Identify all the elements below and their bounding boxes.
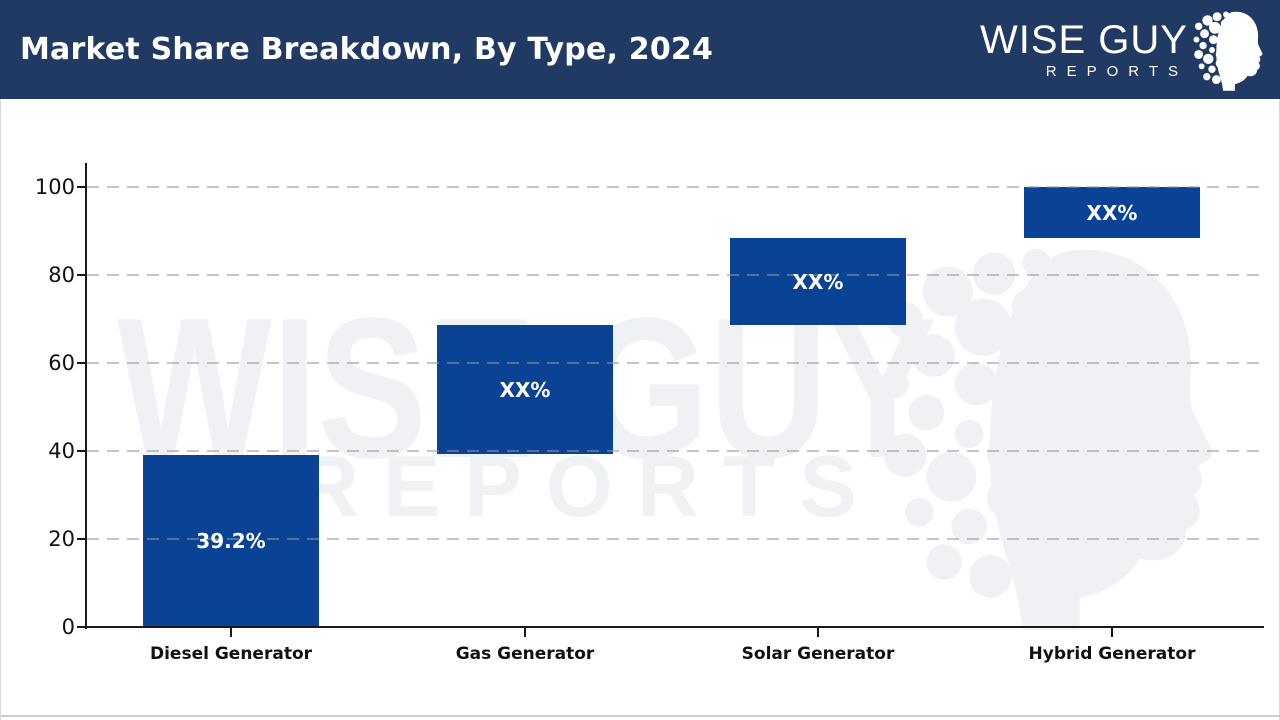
x-category-label-gas-generator: Gas Generator (455, 644, 595, 664)
wiseguy-logo-text: WISE GUY REPORTS (980, 20, 1188, 79)
x-axis-line (85, 626, 1264, 628)
page-title: Market Share Breakdown, By Type, 2024 (20, 32, 714, 67)
y-tick-80 (77, 274, 85, 276)
wiseguy-logo-line1: WISE GUY (979, 18, 1188, 62)
gridline-y-100 (87, 186, 1264, 188)
bar-value-label-hybrid-generator: XX% (1086, 200, 1138, 225)
gridline-y-20 (87, 538, 1264, 540)
bar-value-label-solar-generator: XX% (792, 269, 844, 294)
wiseguy-logo-line2: REPORTS (1045, 63, 1188, 80)
bar-solar-generator (730, 238, 906, 325)
x-category-label-solar-generator: Solar Generator (741, 644, 895, 664)
y-tick-100 (77, 186, 85, 188)
y-tick-label-0: 0 (61, 615, 75, 639)
gridline-y-60 (87, 362, 1264, 364)
bottom-divider (1, 715, 1280, 717)
wiseguy-head-icon (1192, 7, 1266, 93)
x-tick-diesel-generator (230, 628, 232, 637)
x-tick-hybrid-generator (1111, 628, 1113, 637)
y-tick-label-60: 60 (48, 351, 75, 375)
gridline-y-40 (87, 450, 1264, 452)
x-category-label-hybrid-generator: Hybrid Generator (1028, 644, 1196, 664)
y-axis-line (85, 163, 87, 629)
y-tick-label-100: 100 (34, 175, 75, 199)
x-tick-gas-generator (524, 628, 526, 637)
bar-diesel-generator (143, 455, 319, 627)
watermark-text-line2: REPORTS (297, 439, 881, 535)
header: Market Share Breakdown, By Type, 2024 WI… (0, 0, 1280, 99)
plot-area: 0 20 40 60 80 100 39.2% Diesel Generator XX% Gas … (1, 99, 1279, 720)
y-tick-60 (77, 362, 85, 364)
bar-value-label-diesel-generator: 39.2% (196, 529, 266, 553)
bar-value-label-gas-generator: XX% (499, 377, 551, 402)
chart-canvas: WISE GUY REPORTS 0 20 40 60 80 100 39.2% Diesel… (0, 99, 1280, 720)
x-tick-solar-generator (817, 628, 819, 637)
y-tick-20 (77, 538, 85, 540)
x-category-label-diesel-generator: Diesel Generator (149, 644, 313, 664)
wiseguy-logo: WISE GUY REPORTS (980, 7, 1266, 93)
y-tick-label-20: 20 (48, 527, 75, 551)
y-tick-label-40: 40 (48, 439, 75, 463)
bar-hybrid-generator (1024, 187, 1200, 238)
y-tick-0 (77, 626, 85, 628)
y-tick-40 (77, 450, 85, 452)
gridline-y-80 (87, 274, 1264, 276)
bar-gas-generator (437, 325, 613, 454)
y-tick-label-80: 80 (48, 263, 75, 287)
watermark-head-icon (873, 227, 1229, 641)
